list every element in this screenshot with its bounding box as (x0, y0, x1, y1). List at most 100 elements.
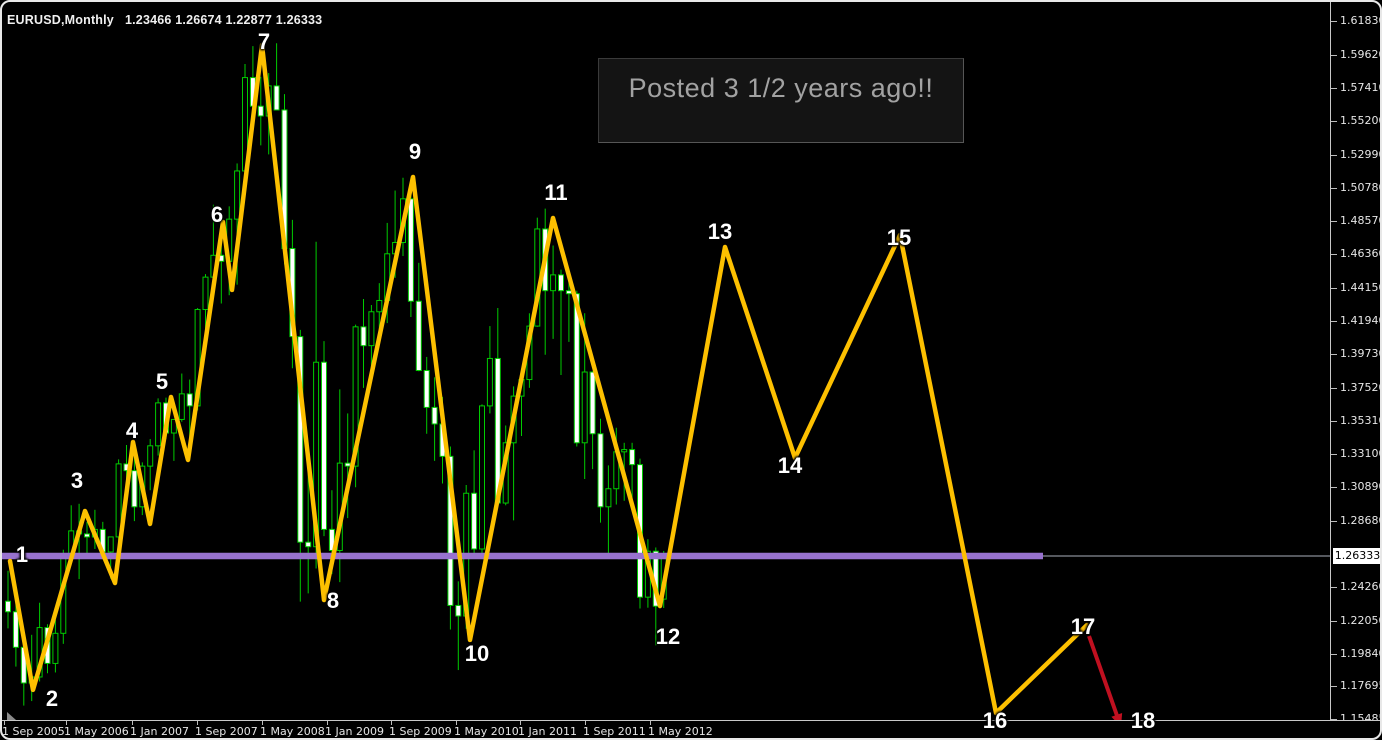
price-tick (1331, 254, 1337, 256)
price-tick (1331, 154, 1337, 156)
time-tick (66, 721, 67, 725)
time-tick-label: 1 May 2010 (454, 725, 519, 738)
time-tick (585, 721, 586, 725)
price-tick (1331, 354, 1337, 356)
price-tick (1331, 620, 1337, 622)
price-tick (1331, 653, 1337, 655)
price-tick-label: 1.39730 (1340, 347, 1382, 361)
candle-body-bull (234, 170, 241, 220)
price-tick-label: 1.41940 (1340, 313, 1382, 327)
time-tick (327, 721, 328, 725)
candle-body-bear (471, 492, 478, 550)
candle-body-bull (605, 488, 612, 508)
candle-body-bear (455, 604, 462, 617)
candle-body-bear (565, 290, 572, 295)
price-tick-label: 1.19840 (1340, 646, 1382, 660)
time-tick (650, 721, 651, 725)
candle-body-bull (479, 405, 485, 550)
candle-body-bear (5, 600, 11, 613)
price-tick (1331, 287, 1337, 289)
candle-body-bull (550, 274, 557, 292)
candle-body-bear (423, 370, 430, 408)
candle-body-bull (115, 463, 122, 538)
price-tick (1331, 520, 1337, 522)
price-tick-label: 1.55200 (1340, 114, 1382, 128)
price-tick-label: 1.28680 (1340, 513, 1382, 527)
candle-body-bull (107, 536, 114, 553)
symbol-title: EURUSD,Monthly 1.23466 1.26674 1.22877 1… (7, 13, 323, 27)
price-tick (1331, 21, 1337, 23)
price-tick-label: 1.52990 (1340, 147, 1382, 161)
candle-body-bear (431, 406, 438, 425)
candle-body-bear (273, 85, 280, 111)
candle-body-bull (170, 418, 177, 434)
candle-body-bull (352, 326, 359, 467)
price-tick (1331, 221, 1337, 223)
time-tick-label: 1 Jan 2011 (518, 725, 577, 738)
zigzag-trendline[interactable] (7, 42, 1090, 716)
candle-body-bear (407, 198, 414, 302)
candle-body-bear (573, 293, 580, 444)
candle-body-bear (297, 336, 304, 543)
horizontal-line-object[interactable] (0, 552, 1043, 560)
price-tick-label: 1.46360 (1340, 247, 1382, 261)
candle-body-bull (621, 449, 628, 453)
candle-body-bear (321, 361, 327, 530)
corner-marker-icon (7, 712, 16, 720)
price-tick (1331, 320, 1337, 322)
time-tick-label: 1 May 2008 (260, 725, 325, 738)
time-tick (520, 721, 521, 725)
price-tick (1331, 454, 1337, 456)
price-tick-label: 1.17695 (1340, 679, 1382, 693)
price-tick (1331, 719, 1337, 721)
time-tick-label: 1 Sep 2007 (195, 725, 258, 738)
price-tick (1331, 87, 1337, 89)
candle-body-bull (581, 371, 588, 444)
price-tick-label: 1.44150 (1340, 280, 1382, 294)
candle-body-bull (486, 357, 493, 407)
candle-body-bear (12, 611, 19, 648)
projection-arrow-line[interactable] (1087, 635, 1123, 728)
price-tick-label: 1.37520 (1340, 380, 1382, 394)
time-tick-label: 1 Jan 2009 (325, 725, 384, 738)
candle-body-bull (376, 299, 383, 313)
posted-annotation-box: Posted 3 1/2 years ago!! (598, 58, 964, 143)
time-tick-label: 1 Sep 2009 (389, 725, 452, 738)
time-tick (262, 721, 263, 725)
price-tick-label: 1.30890 (1340, 480, 1382, 494)
candle-body-bull (52, 632, 59, 664)
time-axis[interactable]: 1 Sep 2005 1 May 2006 1 Jan 2007 1 Sep 2007… (0, 720, 1382, 740)
price-tick (1331, 54, 1337, 56)
time-tick-label: 1 May 2006 (64, 725, 129, 738)
candle-body-bear (589, 371, 596, 435)
price-axis[interactable]: 1.26333 1.61830 1.59620 1.57410 1.55200 1.52… (1330, 0, 1382, 725)
time-tick (456, 721, 457, 725)
current-price-box: 1.26333 (1333, 548, 1382, 564)
time-tick (391, 721, 392, 725)
price-tick-label: 1.35310 (1340, 413, 1382, 427)
price-tick (1331, 387, 1337, 389)
price-tick-label: 1.48570 (1340, 214, 1382, 228)
price-tick-label: 1.33100 (1340, 447, 1382, 461)
candle-body-bull (368, 311, 375, 347)
candle-body-bear (447, 455, 454, 606)
candle-body-bear (360, 326, 367, 347)
candle-body-bull (178, 393, 185, 420)
price-tick (1331, 686, 1337, 688)
price-tick-label: 1.57410 (1340, 80, 1382, 94)
time-tick-label: 1 May 2012 (648, 725, 713, 738)
price-tick-label: 1.22050 (1340, 613, 1382, 627)
price-tick-label: 1.50780 (1340, 180, 1382, 194)
candle-body-bull (202, 276, 209, 311)
time-tick-label: 1 Sep 2011 (583, 725, 646, 738)
time-tick (132, 721, 133, 725)
candle-body-bull (147, 445, 154, 467)
candle-body-bear (629, 449, 636, 466)
price-tick-label: 1.59620 (1340, 47, 1382, 61)
price-tick-label: 1.24260 (1340, 580, 1382, 594)
candle-body-bear (186, 393, 193, 407)
posted-annotation-text: Posted 3 1/2 years ago!! (628, 73, 934, 103)
candle-body-bear (131, 470, 138, 508)
